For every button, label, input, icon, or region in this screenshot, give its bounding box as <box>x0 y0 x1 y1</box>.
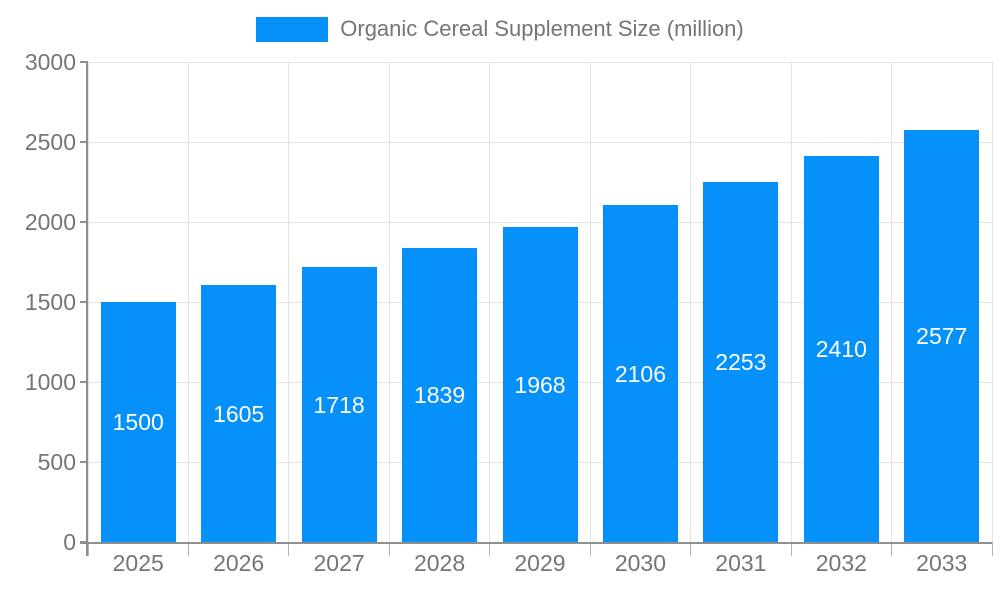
y-axis-line <box>86 62 88 556</box>
legend-swatch <box>256 16 329 42</box>
bar-value-label: 2577 <box>916 322 968 349</box>
x-axis-tick <box>87 542 89 556</box>
x-axis-tick <box>388 542 390 556</box>
x-axis-label: 2028 <box>413 550 466 576</box>
y-axis-label: 1000 <box>24 369 76 395</box>
y-gridline <box>88 141 992 143</box>
y-axis-tick <box>80 221 88 223</box>
x-axis-tick <box>589 542 591 556</box>
legend-label: Organic Cereal Supplement Size (million) <box>340 16 744 41</box>
x-axis-line <box>80 542 992 544</box>
x-axis-tick <box>991 542 993 556</box>
bar-2033[interactable] <box>904 129 980 542</box>
x-gridline <box>790 62 792 542</box>
x-axis-tick <box>891 542 893 556</box>
x-gridline <box>690 62 692 542</box>
y-axis-tick <box>80 461 88 463</box>
x-gridline <box>489 62 491 542</box>
y-gridline <box>88 221 992 223</box>
bar-2031[interactable] <box>703 181 779 542</box>
bar-value-label: 1718 <box>313 391 365 418</box>
x-axis-label: 2027 <box>313 550 365 576</box>
bar-2029[interactable] <box>502 227 578 542</box>
bar-value-label: 1500 <box>112 409 164 435</box>
x-axis-tick <box>790 542 792 556</box>
x-axis-label: 2025 <box>112 550 164 576</box>
bar-value-label: 1605 <box>213 400 265 427</box>
x-gridline <box>589 62 591 542</box>
x-axis-label: 2033 <box>916 550 968 576</box>
y-axis-tick <box>80 381 88 383</box>
y-axis-label: 500 <box>37 449 76 475</box>
x-axis-tick <box>690 542 692 556</box>
chart-legend[interactable]: Organic Cereal Supplement Size (million) <box>0 16 1000 42</box>
x-gridline <box>187 62 189 542</box>
bar-value-label: 1839 <box>413 381 466 408</box>
bar-value-label: 2106 <box>614 360 667 387</box>
x-gridline <box>891 62 893 542</box>
x-axis-tick <box>288 542 290 556</box>
bar-value-label: 2253 <box>715 348 767 375</box>
bar-2026[interactable] <box>201 285 277 542</box>
y-axis-label: 2500 <box>24 129 76 155</box>
bar-2025[interactable] <box>100 302 176 542</box>
bar-2030[interactable] <box>602 205 678 542</box>
x-gridline <box>288 62 290 542</box>
y-axis-label: 1500 <box>24 289 76 315</box>
bar-value-label: 2410 <box>815 336 867 363</box>
bar-2028[interactable] <box>402 247 478 542</box>
x-axis-label: 2029 <box>514 550 566 576</box>
y-axis-label: 2000 <box>24 209 76 235</box>
y-axis-tick <box>80 141 88 143</box>
bar-value-label: 1968 <box>514 371 566 398</box>
y-axis-tick <box>80 61 88 63</box>
bar-2027[interactable] <box>301 267 377 542</box>
x-axis-label: 2030 <box>614 550 667 576</box>
y-axis-tick <box>80 301 88 303</box>
x-gridline <box>991 62 993 542</box>
x-gridline <box>87 62 89 542</box>
y-gridline <box>88 61 992 63</box>
x-gridline <box>388 62 390 542</box>
x-axis-tick <box>187 542 189 556</box>
x-axis-label: 2026 <box>213 550 265 576</box>
x-axis-label: 2031 <box>715 550 767 576</box>
y-axis-label: 0 <box>63 529 76 555</box>
bar-2032[interactable] <box>803 156 879 542</box>
x-axis-tick <box>489 542 491 556</box>
y-axis-label: 3000 <box>24 49 76 75</box>
x-axis-label: 2032 <box>815 550 867 576</box>
